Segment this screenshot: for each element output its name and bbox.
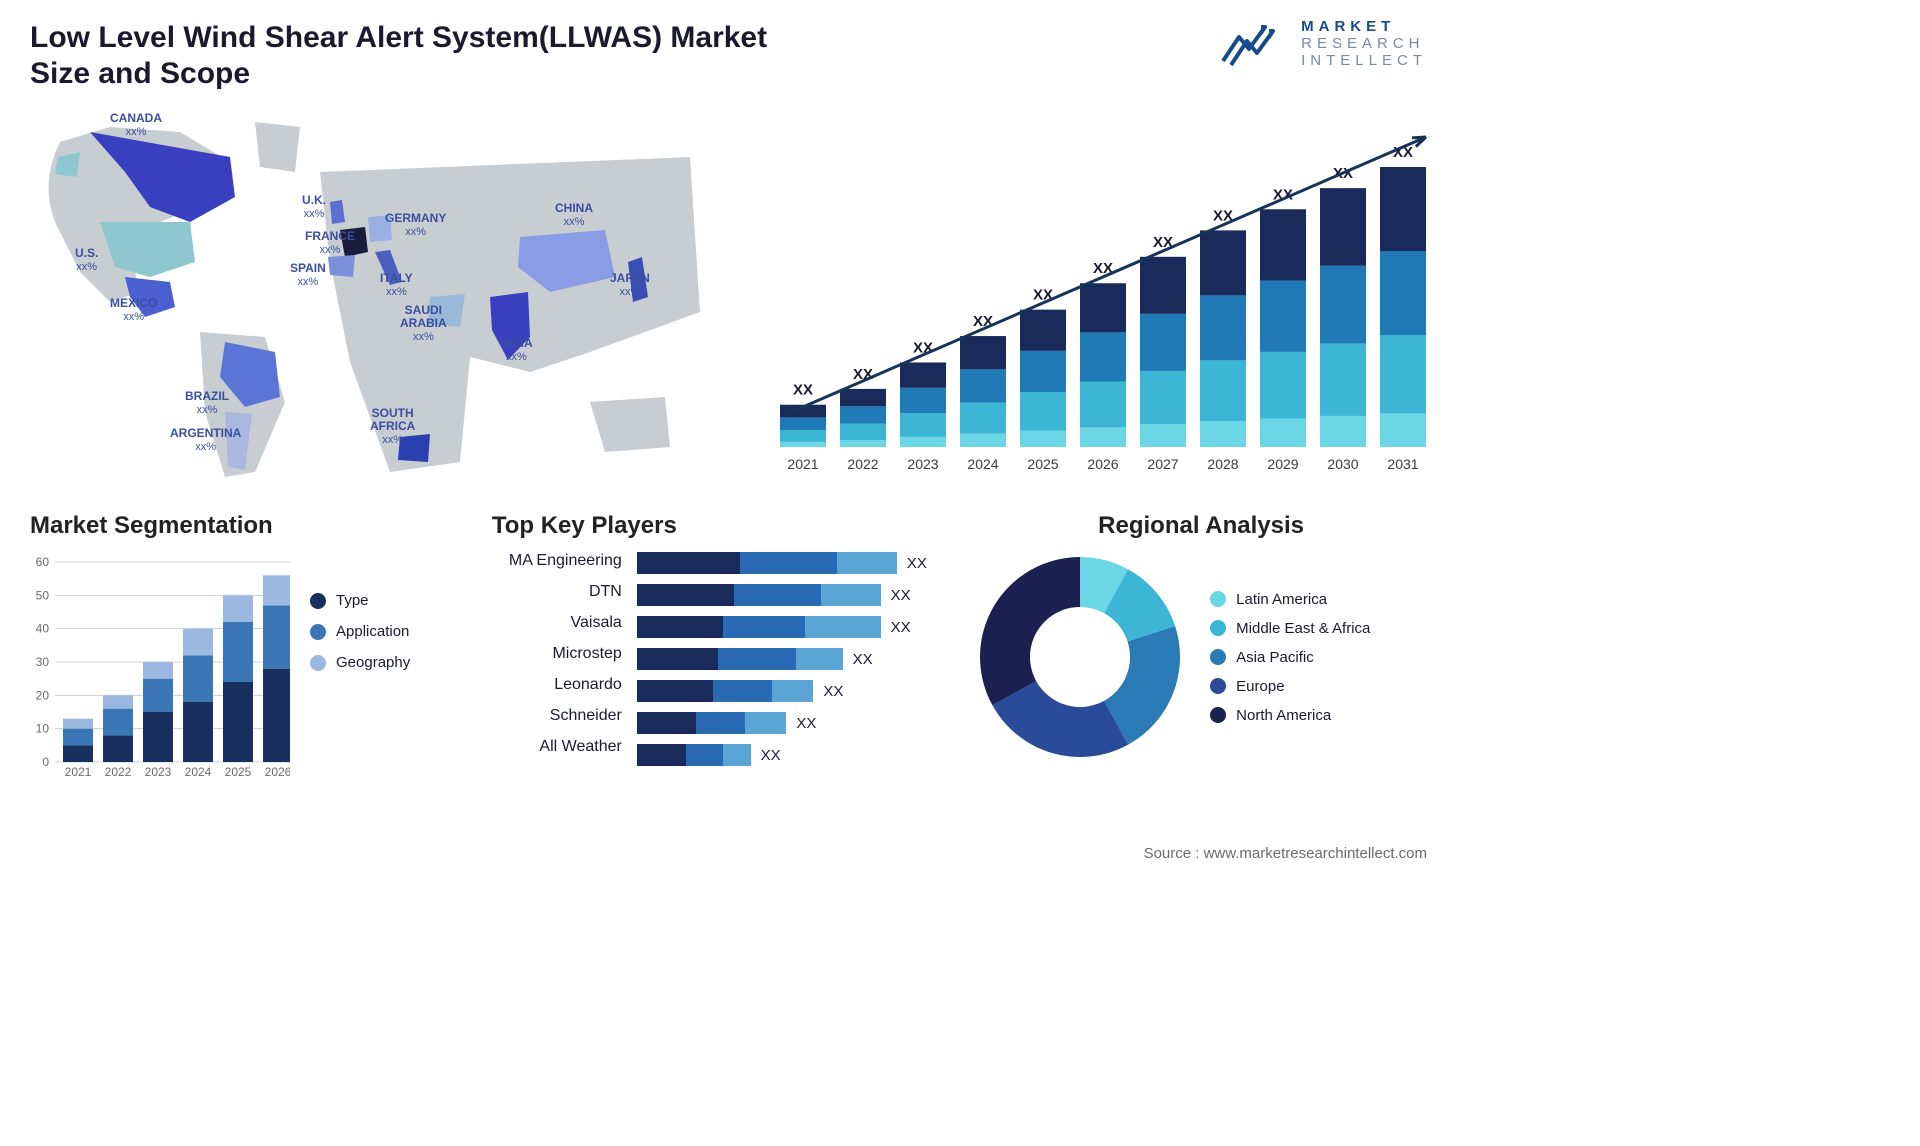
regional-section: Regional Analysis Latin America Middle Ea… (975, 512, 1427, 782)
player-value: XX (853, 651, 873, 668)
svg-text:50: 50 (36, 588, 50, 602)
map-label: FRANCExx% (305, 230, 355, 256)
legend-item: North America (1210, 707, 1370, 724)
player-bar-row: XX (637, 552, 965, 574)
legend-item: Asia Pacific (1210, 649, 1370, 666)
svg-text:2023: 2023 (145, 765, 172, 779)
map-label: SOUTHAFRICAxx% (370, 407, 415, 447)
map-label: GERMANYxx% (385, 212, 446, 238)
players-names: MA Engineering DTN Vaisala Microstep Leonard… (492, 552, 622, 766)
map-label: SAUDIARABIAxx% (400, 304, 447, 344)
svg-text:XX: XX (793, 382, 813, 399)
map-label: SPAINxx% (290, 262, 326, 288)
player-name: Vaisala (492, 614, 622, 632)
svg-text:20: 20 (36, 688, 50, 702)
legend-item: Middle East & Africa (1210, 620, 1370, 637)
logo-line3: INTELLECT (1301, 52, 1427, 69)
player-name: Schneider (492, 707, 622, 725)
map-label: MEXICOxx% (110, 297, 157, 323)
page-title: Low Level Wind Shear Alert System(LLWAS)… (30, 20, 780, 92)
player-bar-row: XX (637, 712, 965, 734)
svg-text:2026: 2026 (1087, 456, 1118, 472)
player-bar-row: XX (637, 744, 965, 766)
player-name: Leonardo (492, 676, 622, 694)
segmentation-section: Market Segmentation 0 10 20 30 40 50 60 2021 202… (30, 512, 482, 782)
map-label: INDIAxx% (500, 337, 533, 363)
map-label: ITALYxx% (380, 272, 413, 298)
player-value: XX (796, 715, 816, 732)
svg-text:10: 10 (36, 722, 50, 736)
svg-text:0: 0 (42, 755, 49, 769)
map-label: BRAZILxx% (185, 390, 229, 416)
player-name: MA Engineering (492, 552, 622, 570)
player-name: DTN (492, 583, 622, 601)
map-label: JAPANxx% (610, 272, 650, 298)
segmentation-title: Market Segmentation (30, 512, 482, 540)
svg-text:2023: 2023 (907, 456, 938, 472)
player-name: All Weather (492, 738, 622, 756)
brand-logo: MARKET RESEARCH INTELLECT (1221, 18, 1427, 69)
player-value: XX (823, 683, 843, 700)
svg-text:2022: 2022 (847, 456, 878, 472)
map-label: U.S.xx% (75, 247, 98, 273)
player-value: XX (891, 619, 911, 636)
legend-item: Europe (1210, 678, 1370, 695)
svg-text:60: 60 (36, 555, 50, 569)
players-bars: XX XX XX XX XX XX XX (637, 552, 965, 766)
svg-text:2028: 2028 (1207, 456, 1238, 472)
player-value: XX (891, 587, 911, 604)
player-value: XX (761, 747, 781, 764)
players-section: Top Key Players MA Engineering DTN Vaisala… (492, 512, 965, 782)
player-bar-row: XX (637, 616, 965, 638)
world-map: CANADAxx% U.S.xx% MEXICOxx% BRAZILxx% ARGENT… (30, 102, 710, 492)
map-label: CANADAxx% (110, 112, 162, 138)
player-bar-row: XX (637, 584, 965, 606)
segmentation-legend: Type Application Geography (310, 552, 410, 782)
logo-line2: RESEARCH (1301, 35, 1427, 52)
logo-line1: MARKET (1301, 18, 1427, 35)
legend-item: Latin America (1210, 591, 1370, 608)
svg-text:2026: 2026 (265, 765, 290, 779)
legend-item: Type (310, 592, 410, 609)
player-name: Microstep (492, 645, 622, 663)
svg-text:2021: 2021 (65, 765, 92, 779)
source-text: Source : www.marketresearchintellect.com (1144, 845, 1427, 862)
svg-text:2027: 2027 (1147, 456, 1178, 472)
player-bar-row: XX (637, 648, 965, 670)
map-label: ARGENTINAxx% (170, 427, 241, 453)
map-label: CHINAxx% (555, 202, 593, 228)
player-value: XX (907, 555, 927, 572)
svg-text:2025: 2025 (225, 765, 252, 779)
svg-text:2021: 2021 (787, 456, 818, 472)
players-title: Top Key Players (492, 512, 965, 540)
svg-text:2029: 2029 (1267, 456, 1298, 472)
svg-text:2025: 2025 (1027, 456, 1058, 472)
map-label: U.K.xx% (302, 194, 326, 220)
svg-text:30: 30 (36, 655, 50, 669)
svg-text:2022: 2022 (105, 765, 132, 779)
svg-text:2024: 2024 (967, 456, 998, 472)
logo-icon (1221, 19, 1291, 69)
legend-item: Application (310, 623, 410, 640)
svg-text:2024: 2024 (185, 765, 212, 779)
player-bar-row: XX (637, 680, 965, 702)
main-bar-chart: XX2021XX2022XX2023XX2024XX2025XX2026XX20… (730, 102, 1460, 492)
regional-legend: Latin America Middle East & Africa Asia Pa… (1210, 591, 1370, 724)
svg-text:2030: 2030 (1327, 456, 1358, 472)
svg-text:40: 40 (36, 622, 50, 636)
regional-title: Regional Analysis (975, 512, 1427, 540)
svg-text:2031: 2031 (1387, 456, 1418, 472)
legend-item: Geography (310, 654, 410, 671)
